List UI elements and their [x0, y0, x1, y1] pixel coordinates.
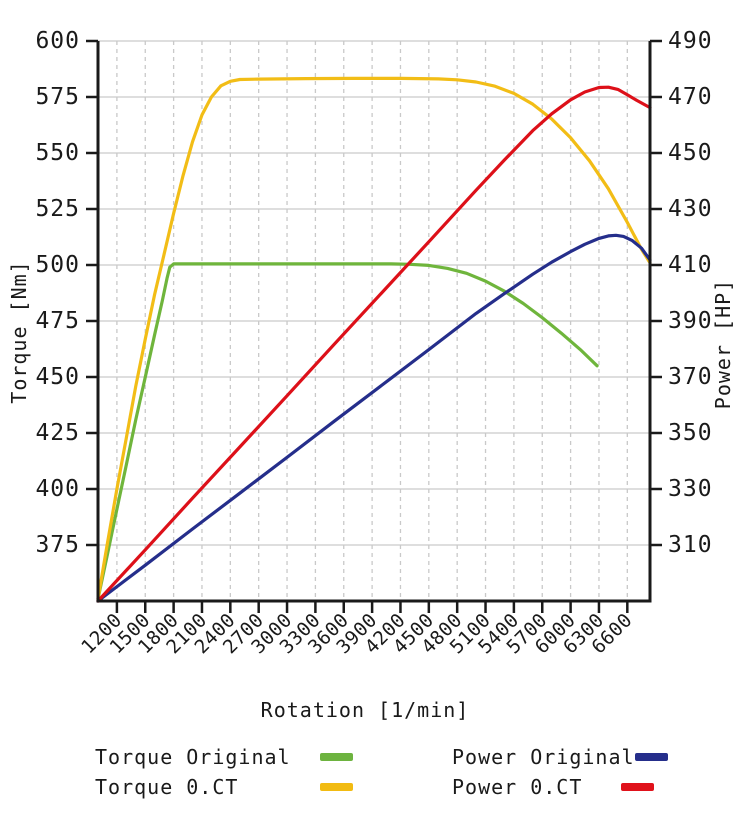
legend-label: Power 0.CT — [452, 775, 621, 799]
right-axis-tick-label: 410 — [668, 252, 713, 278]
left-axis-tick-label: 500 — [35, 252, 80, 278]
legend-swatch-power-original — [634, 753, 668, 761]
right-axis-tick-label: 310 — [668, 532, 713, 558]
legend-series-variant: Original — [530, 745, 635, 769]
series-line-power-original — [96, 233, 652, 603]
left-axis-tick-label: 425 — [35, 420, 80, 446]
legend-swatch-torque-original — [320, 753, 353, 761]
left-axis-tick-label: 375 — [35, 532, 80, 558]
series-line-torque-original — [96, 262, 599, 601]
legend-series-variant: Original — [186, 745, 291, 769]
legend-series-variant: 0.CT — [186, 775, 239, 799]
right-axis-tick-label: 430 — [668, 196, 713, 222]
right-axis-tick-label: 490 — [668, 28, 713, 54]
right-axis-tick-label: 450 — [668, 140, 713, 166]
left-axis-title: Torque [Nm] — [7, 260, 31, 404]
legend-label: Torque 0.CT — [95, 775, 320, 799]
right-axis-title: Power [HP] — [711, 278, 735, 410]
series-line-power-0-ct — [96, 85, 652, 603]
legend-swatch-power-oct — [621, 783, 654, 791]
right-axis-tick-label: 470 — [668, 84, 713, 110]
legend-item-torque-oct: Torque 0.CT — [95, 772, 353, 802]
legend-series-name: Power — [452, 745, 518, 769]
x-axis-title: Rotation [1/min] — [260, 698, 470, 722]
left-axis-tick-label: 475 — [35, 308, 80, 334]
legend-item-power-oct: Power 0.CT — [452, 772, 654, 802]
legend-label: Torque Original — [95, 745, 320, 769]
legend-label: Power Original — [452, 745, 635, 769]
legend-column-power: Power Original Power 0.CT — [452, 742, 668, 802]
left-axis-tick-label: 525 — [35, 196, 80, 222]
legend-swatch-torque-oct — [320, 783, 353, 791]
series-line-torque-0-ct — [96, 76, 652, 601]
legend-series-name: Torque — [95, 775, 174, 799]
legend-series-name: Power — [452, 775, 518, 799]
right-axis-tick-label: 350 — [668, 420, 713, 446]
right-axis-tick-label: 330 — [668, 476, 713, 502]
left-axis-tick-label: 575 — [35, 84, 80, 110]
right-axis-tick-label: 390 — [668, 308, 713, 334]
legend-series-name: Torque — [95, 745, 174, 769]
left-axis-tick-label: 550 — [35, 140, 80, 166]
legend-item-power-original: Power Original — [452, 742, 668, 772]
left-axis-tick-label: 450 — [35, 364, 80, 390]
right-axis-tick-label: 370 — [668, 364, 713, 390]
left-axis-tick-label: 600 — [35, 28, 80, 54]
legend-series-variant: 0.CT — [530, 775, 583, 799]
legend-item-torque-original: Torque Original — [95, 742, 353, 772]
left-axis-tick-label: 400 — [35, 476, 80, 502]
legend-column-torque: Torque Original Torque 0.CT — [95, 742, 353, 802]
